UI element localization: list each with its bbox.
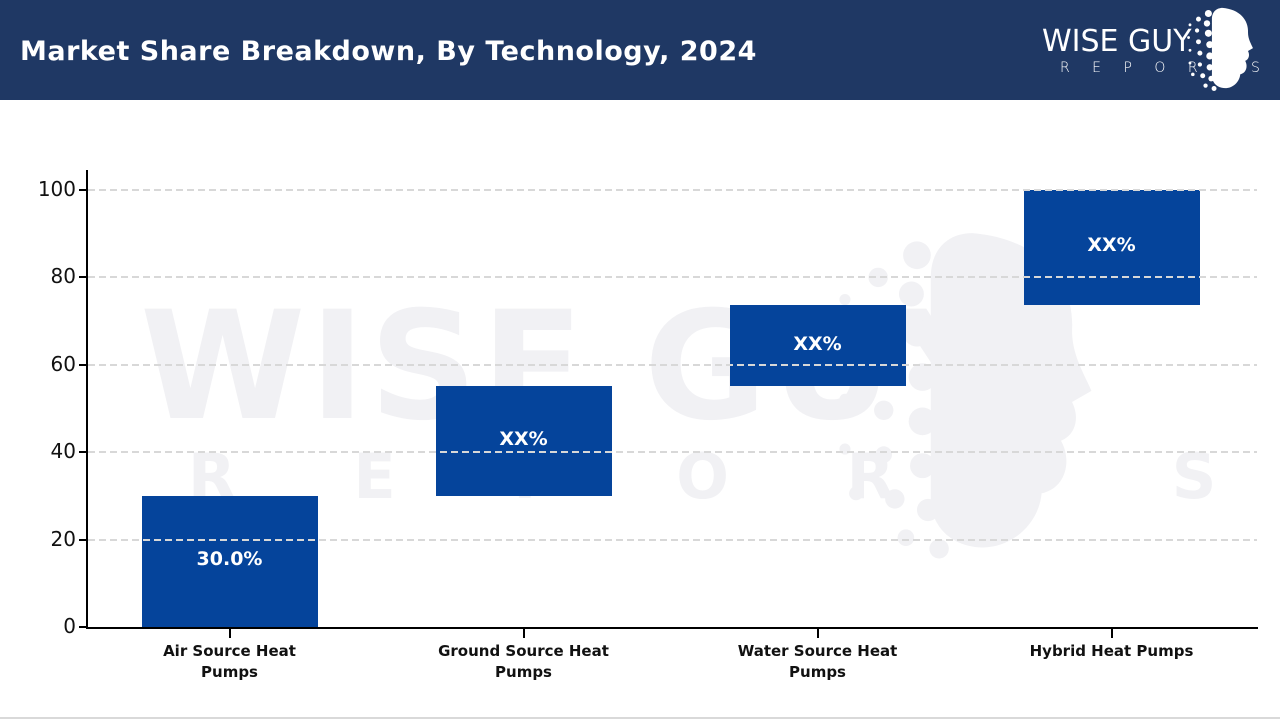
y-axis-tick-label: 100 xyxy=(37,176,76,201)
x-category-label: Water Source Heat Pumps xyxy=(737,642,898,681)
page-title: Market Share Breakdown, By Technology, 2… xyxy=(20,36,757,67)
brand-head-dots-icon xyxy=(1187,7,1253,91)
x-category-label: Air Source Heat Pumps xyxy=(163,642,296,681)
x-axis-tick xyxy=(522,629,525,638)
y-axis-tick xyxy=(79,626,88,628)
h-gridline xyxy=(88,451,1257,453)
h-gridline xyxy=(88,276,1257,278)
y-axis-tick xyxy=(79,363,88,366)
brand-reports-label: R E P O R T S xyxy=(1060,60,1269,76)
watermark-head-dots-graphic xyxy=(833,233,1092,559)
x-category-label: Hybrid Heat Pumps xyxy=(1029,642,1194,660)
x-category-label: Ground Source Heat Pumps xyxy=(438,642,609,681)
y-axis-tick xyxy=(79,538,88,541)
bottom-divider xyxy=(0,717,1280,719)
h-gridline xyxy=(88,538,1257,541)
y-axis-tick xyxy=(79,188,88,191)
bar-value-label: XX% xyxy=(1087,234,1136,257)
bar-segment xyxy=(141,495,318,627)
y-axis-tick-label: 40 xyxy=(50,439,76,463)
h-gridline xyxy=(88,188,1257,191)
brand-wordmark: WISE GUY xyxy=(1042,24,1192,59)
x-axis-tick xyxy=(228,629,231,638)
bar-value-label: 30.0% xyxy=(196,548,263,571)
y-axis-tick-label: 20 xyxy=(50,526,76,551)
bar-segment xyxy=(729,305,906,387)
bar-value-label: XX% xyxy=(793,332,842,355)
y-axis-tick xyxy=(79,451,88,453)
y-axis-tick-label: 0 xyxy=(63,614,76,638)
header-bar: Market Share Breakdown, By Technology, 2… xyxy=(0,0,1280,100)
bar-value-label: XX% xyxy=(499,428,548,451)
x-axis-spine xyxy=(86,627,1258,629)
bar-segment xyxy=(1023,189,1200,306)
bar-segment xyxy=(435,386,612,496)
y-axis-spine xyxy=(86,170,88,629)
y-axis-tick-label: 80 xyxy=(50,264,76,288)
h-gridline xyxy=(88,363,1257,366)
y-axis-tick-label: 60 xyxy=(50,351,76,376)
x-axis-tick xyxy=(1110,629,1113,638)
x-axis-tick xyxy=(816,629,819,638)
y-axis-tick xyxy=(79,276,88,278)
